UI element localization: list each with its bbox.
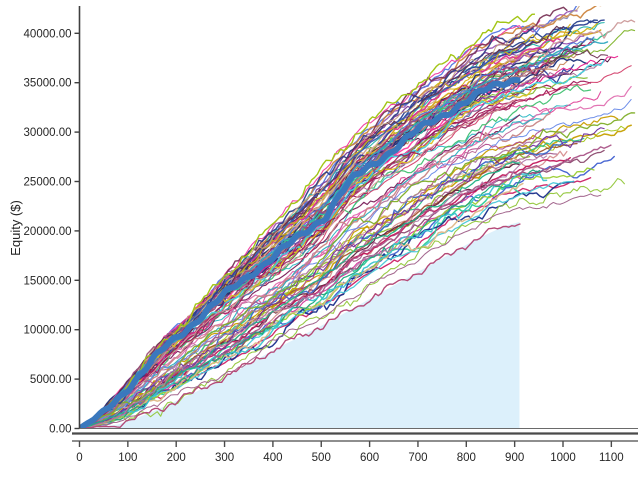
y-tick-label: 20000.00 — [24, 226, 72, 238]
x-tick-label: 400 — [263, 452, 282, 464]
y-tick-label: 35000.00 — [24, 78, 72, 90]
x-tick-label: 300 — [215, 452, 234, 464]
simulation-path — [79, 173, 548, 429]
x-tick-label: 1100 — [599, 452, 624, 464]
x-tick-label: 200 — [167, 452, 186, 464]
simulation-path — [79, 98, 517, 429]
worst-case-path — [79, 223, 521, 429]
simulation-path — [79, 181, 575, 429]
simulation-path — [79, 112, 636, 429]
simulation-path — [79, 141, 568, 429]
x-tick-label: 800 — [457, 452, 476, 464]
x-tick-label: 1000 — [550, 452, 576, 464]
simulation-path — [79, 128, 544, 429]
y-axis-title: Equity ($) — [8, 200, 23, 256]
x-tick-label: 600 — [360, 452, 379, 464]
y-tick-label: 30000.00 — [24, 127, 72, 139]
x-tick-label: 700 — [408, 452, 427, 464]
axis-labels-group: 0.00 5000.00 10000.00 15000.00 20000.00 25000… — [8, 28, 624, 464]
simulation-path — [79, 80, 592, 429]
simulation-path — [79, 177, 625, 429]
simulation-path — [79, 91, 602, 429]
y-tick-label: 15000.00 — [24, 275, 72, 287]
y-tick-label: 5000.00 — [30, 374, 72, 386]
median-equity-line — [79, 76, 521, 429]
simulation-path — [79, 98, 632, 429]
simulation-path — [79, 185, 521, 429]
simulation-path — [79, 83, 538, 429]
simulation-path — [79, 182, 524, 429]
worst-path-area-fill — [79, 222, 520, 429]
y-tick-label: 25000.00 — [24, 177, 72, 189]
median-equity-path — [79, 76, 521, 429]
simulation-path — [79, 193, 602, 429]
shaded-area-under-worst-path — [79, 222, 520, 429]
simulation-path — [79, 85, 632, 429]
simulation-path — [79, 154, 548, 429]
x-tick-label: 900 — [505, 452, 524, 464]
y-tick-label: 10000.00 — [24, 325, 72, 337]
axes-group — [72, 6, 638, 447]
simulation-path — [79, 61, 538, 429]
y-tick-label: 0.00 — [49, 424, 71, 436]
x-tick-label: 500 — [312, 452, 331, 464]
simulation-path — [79, 113, 551, 429]
y-tick-label: 40000.00 — [24, 28, 72, 40]
x-tick-label: 100 — [118, 452, 137, 464]
x-tick-label: 0 — [76, 452, 82, 464]
